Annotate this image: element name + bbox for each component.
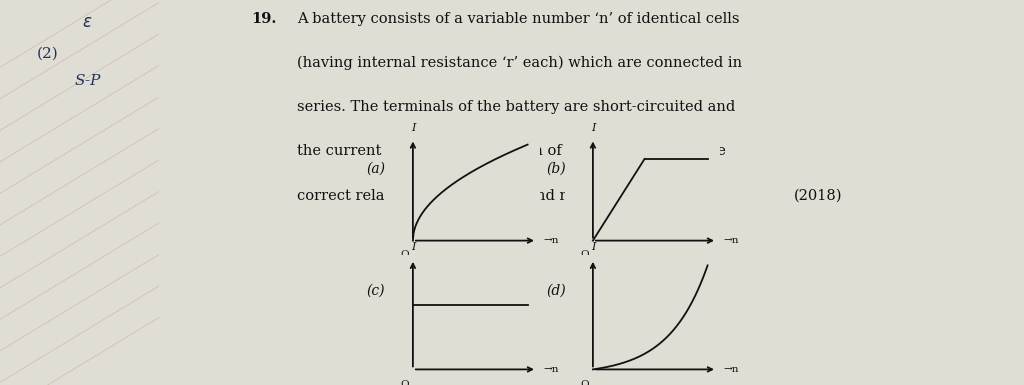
- Text: series. The terminals of the battery are short-circuited and: series. The terminals of the battery are…: [297, 100, 735, 114]
- Text: →n: →n: [543, 365, 559, 374]
- Text: O: O: [581, 250, 590, 259]
- Text: (b): (b): [547, 161, 566, 176]
- Text: →n: →n: [723, 236, 738, 245]
- Text: correct relationship between I and n?: correct relationship between I and n?: [297, 189, 577, 203]
- Text: the current I is measured. Which of the graphs shows the: the current I is measured. Which of the …: [297, 144, 726, 158]
- Text: →n: →n: [723, 365, 738, 374]
- Text: I: I: [411, 243, 415, 253]
- Text: S-P: S-P: [74, 74, 100, 88]
- Text: O: O: [400, 380, 410, 385]
- Text: O: O: [400, 250, 410, 259]
- Text: I: I: [591, 243, 595, 253]
- Text: (having internal resistance ‘r’ each) which are connected in: (having internal resistance ‘r’ each) wh…: [297, 56, 742, 70]
- Text: A battery consists of a variable number ‘n’ of identical cells: A battery consists of a variable number …: [297, 12, 739, 25]
- Text: (a): (a): [367, 161, 385, 176]
- Text: 19.: 19.: [251, 12, 276, 25]
- Text: (2): (2): [37, 47, 58, 61]
- Text: (2018): (2018): [794, 189, 842, 203]
- Text: (d): (d): [547, 284, 566, 298]
- Text: I: I: [411, 122, 415, 132]
- Text: $\varepsilon$: $\varepsilon$: [82, 14, 92, 31]
- Text: I: I: [591, 122, 595, 132]
- Text: O: O: [581, 380, 590, 385]
- Text: →n: →n: [543, 236, 559, 245]
- Text: (c): (c): [367, 284, 385, 298]
